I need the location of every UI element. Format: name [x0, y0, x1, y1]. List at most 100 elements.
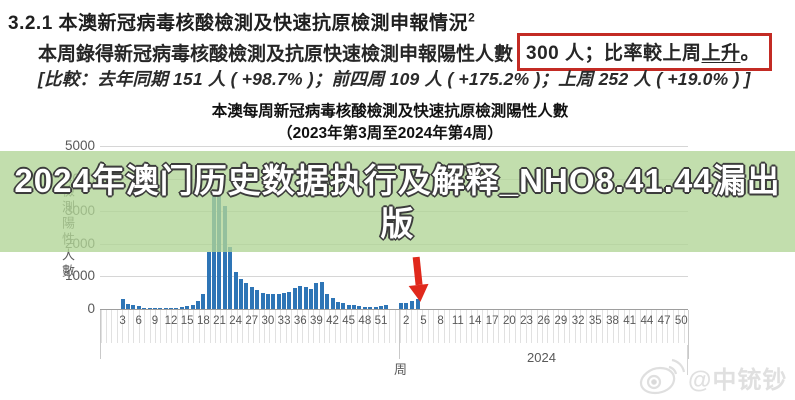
axis-tick	[650, 310, 652, 343]
axis-tick	[340, 310, 342, 343]
summary-line: 本周錄得新冠病毒核酸檢測及抗原快速檢測申報陽性人數 300 人；比率較上周上升。	[38, 33, 773, 71]
bar	[362, 306, 367, 309]
bar	[244, 283, 249, 309]
axis-tick	[258, 310, 260, 343]
x-tick-label: 48	[358, 315, 372, 327]
bar	[325, 293, 330, 309]
axis-tick	[678, 310, 680, 343]
axis-tick	[503, 310, 505, 343]
axis-tick	[160, 310, 162, 343]
axis-tick	[378, 310, 380, 343]
x-tick-label: 27	[245, 315, 259, 327]
axis-tick	[482, 310, 483, 343]
axis-tick	[236, 310, 238, 343]
x-tick-label: 14	[468, 315, 482, 327]
banner-text-line2: 版	[380, 204, 415, 242]
axis-tick	[318, 310, 320, 343]
bar	[179, 306, 184, 309]
arrow-head	[408, 283, 430, 303]
x-tick-label: 17	[485, 315, 499, 327]
axis-tick	[383, 310, 385, 343]
axis-tick	[449, 310, 451, 343]
x-tick-label: 20	[502, 315, 516, 327]
x-tick-label: 2	[403, 315, 410, 327]
axis-tick	[247, 310, 249, 343]
axis-tick	[427, 310, 429, 343]
axis-tick	[416, 310, 418, 343]
axis-tick	[422, 310, 424, 343]
x-tick-label: 33	[277, 315, 291, 327]
axis-tick	[187, 310, 189, 343]
axis-tick	[182, 310, 184, 343]
bar	[195, 300, 200, 309]
y-tick-label: 1000	[64, 268, 95, 284]
axis-tick	[111, 310, 113, 343]
x-tick-label: 45	[342, 315, 356, 327]
x-tick-label: 51	[374, 315, 388, 327]
axis-tick	[220, 310, 222, 343]
axis-tick	[373, 310, 374, 343]
bar	[341, 303, 346, 309]
highlight-period: 。	[740, 43, 761, 64]
y-gridline	[100, 276, 688, 278]
axis-tick	[552, 310, 554, 343]
axis-tick	[411, 310, 413, 343]
chart-subtitle: （2023年第3周至2024年第4周）	[277, 125, 503, 142]
bar	[260, 292, 265, 309]
axis-tick	[509, 310, 511, 343]
bar	[352, 305, 357, 309]
x-tick-label: 41	[623, 315, 637, 327]
bar	[335, 301, 340, 309]
x-tick-label: 5	[420, 315, 427, 327]
axis-divider	[100, 310, 101, 359]
comparison-line: [比較：去年同期 151 人 ( +98.7% )；前四周 109 人 ( +1…	[38, 69, 751, 89]
bar	[409, 300, 414, 309]
axis-tick	[302, 310, 304, 343]
axis-tick	[460, 310, 462, 343]
axis-tick	[525, 310, 527, 343]
axis-tick	[585, 310, 587, 343]
axis-tick	[144, 310, 146, 343]
bar	[152, 308, 157, 309]
axis-tick	[580, 310, 582, 343]
x-tick-label: 35	[588, 315, 602, 327]
axis-tick	[465, 310, 467, 343]
bar	[298, 285, 303, 309]
axis-tick	[623, 310, 625, 343]
x-tick-label: 32	[571, 315, 585, 327]
annotation-arrow	[405, 256, 430, 303]
axis-tick	[536, 310, 538, 343]
axis-tick	[122, 310, 124, 343]
x-tick-label: 44	[640, 315, 654, 327]
bar	[249, 286, 254, 309]
bar	[125, 304, 130, 309]
section-title: 本澳新冠病毒核酸檢測及快速抗原檢測申報情況	[58, 13, 469, 34]
axis-tick	[591, 310, 592, 343]
bar	[222, 206, 227, 309]
bar	[228, 247, 233, 309]
axis-tick	[476, 310, 478, 343]
bar	[169, 308, 174, 309]
axis-tick	[105, 310, 107, 343]
bar	[271, 294, 276, 309]
axis-tick	[307, 310, 309, 343]
axis-tick	[607, 310, 609, 343]
y-gridline	[100, 146, 688, 147]
axis-tick	[356, 310, 358, 343]
x-tick-label: 36	[293, 315, 307, 327]
bar	[282, 293, 287, 309]
bar	[174, 307, 179, 309]
axis-tick	[100, 310, 102, 343]
y-tick-label: 5000	[64, 138, 95, 153]
weibo-watermark: @中铳钞	[636, 356, 787, 398]
axis-tick	[138, 310, 140, 343]
axis-tick	[133, 310, 135, 343]
highlight-underlined: 上升	[701, 43, 741, 64]
axis-tick	[514, 310, 516, 343]
bar	[265, 293, 270, 309]
axis-tick	[618, 310, 620, 343]
x-tick-label: 3	[119, 315, 126, 327]
axis-tick	[438, 310, 440, 343]
axis-tick	[274, 310, 276, 343]
bar	[158, 308, 163, 309]
